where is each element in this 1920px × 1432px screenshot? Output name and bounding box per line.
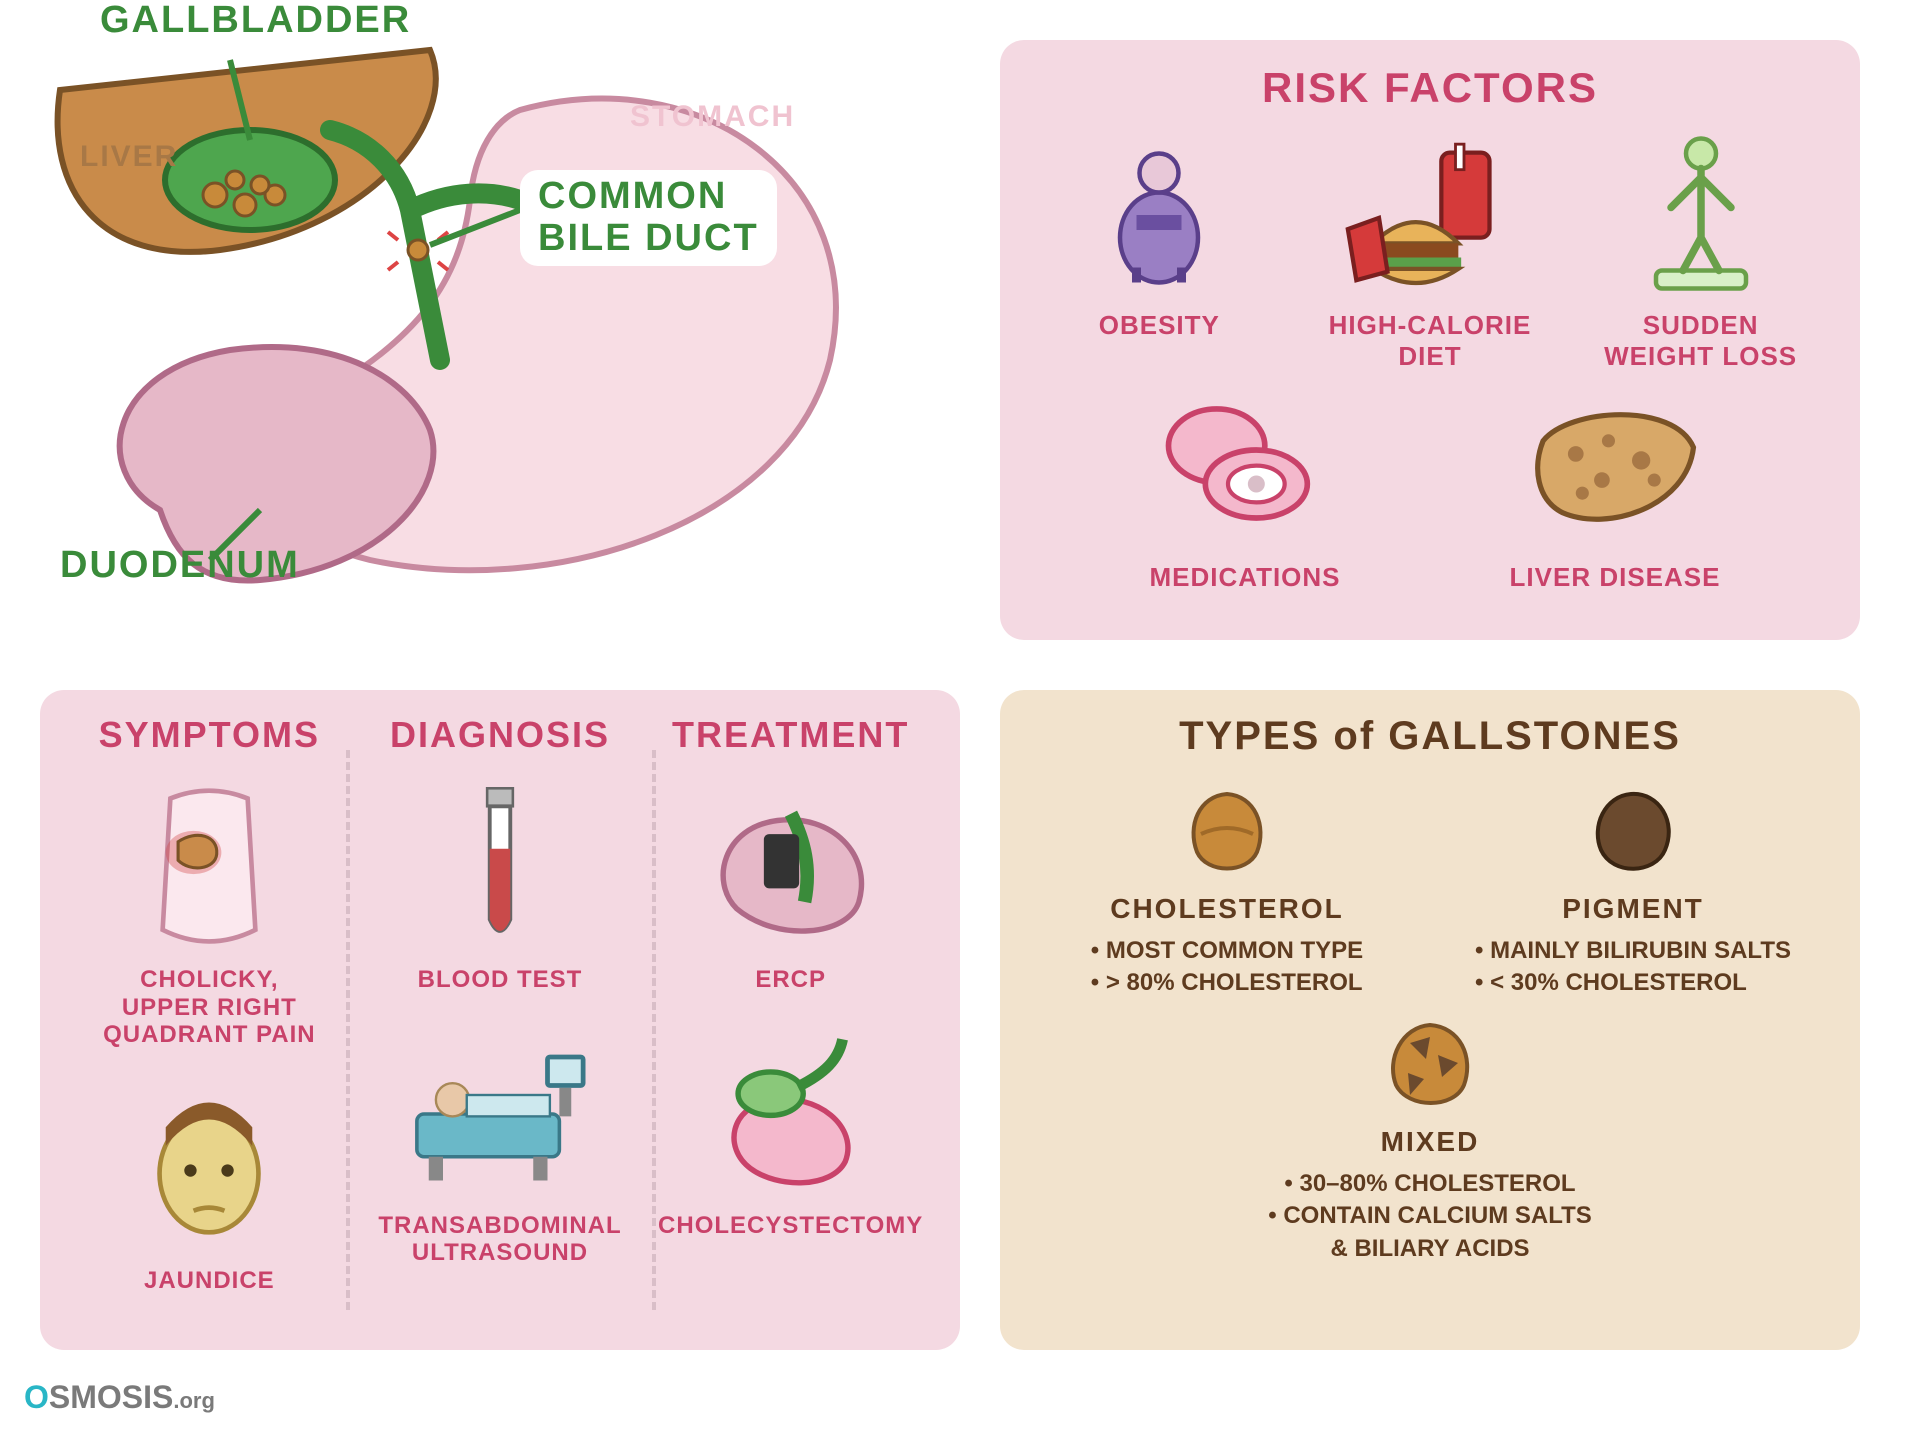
ultrasound-icon <box>405 1024 595 1204</box>
diagnosis-column: DIAGNOSIS BLOOD TEST <box>355 714 646 1326</box>
ercp-icon <box>696 778 886 958</box>
type-pigment-name: PIGMENT <box>1562 893 1704 925</box>
types-title: TYPES of GALLSTONES <box>1024 714 1836 759</box>
symptom-jaundice: JAUNDICE <box>114 1079 304 1295</box>
risk-medications: MEDICATIONS <box>1120 382 1370 593</box>
risk-obesity: OBESITY <box>1034 130 1284 372</box>
diagnosis-ultrasound: TRANSABDOMINALULTRASOUND <box>378 1024 621 1267</box>
risk-diet: HIGH-CALORIEDIET <box>1305 130 1555 372</box>
types-row-2: MIXED • 30–80% CHOLESTEROL • CONTAIN CAL… <box>1024 1010 1836 1265</box>
type-pigment-bullets: • MAINLY BILIRUBIN SALTS • < 30% CHOLEST… <box>1475 935 1791 1000</box>
symptoms-column: SYMPTOMS CHOLICKY,UPPER RIGHTQUADRANT PA… <box>64 714 355 1326</box>
treatment-chole-label: CHOLECYSTECTOMY <box>658 1212 923 1240</box>
risk-obesity-label: OBESITY <box>1099 310 1220 341</box>
type-cholesterol-name: CHOLESTEROL <box>1110 893 1344 925</box>
type-mixed-name: MIXED <box>1381 1126 1480 1158</box>
types-panel: TYPES of GALLSTONES CHOLESTEROL • MOST C… <box>1000 690 1860 1350</box>
risk-weightloss-label: SUDDENWEIGHT LOSS <box>1604 310 1797 372</box>
label-liver: LIVER <box>80 140 178 173</box>
treatment-chole: CHOLECYSTECTOMY <box>658 1024 923 1240</box>
logo-o: O <box>24 1379 49 1415</box>
fastfood-icon <box>1345 130 1515 300</box>
blood-tube-icon <box>405 778 595 958</box>
treatment-column: TREATMENT ERCP <box>645 714 936 1326</box>
symptom-pain: CHOLICKY,UPPER RIGHTQUADRANT PAIN <box>103 778 316 1049</box>
treatment-title: TREATMENT <box>672 714 909 756</box>
risk-medications-label: MEDICATIONS <box>1149 562 1340 593</box>
medications-icon <box>1160 382 1330 552</box>
risk-title: RISK FACTORS <box>1024 64 1836 112</box>
diagnosis-ultrasound-label: TRANSABDOMINALULTRASOUND <box>378 1212 621 1267</box>
logo-suffix: .org <box>173 1388 215 1413</box>
type-mixed: MIXED • 30–80% CHOLESTEROL • CONTAIN CAL… <box>1200 1010 1660 1265</box>
treatment-ercp: ERCP <box>696 778 886 994</box>
risk-diet-label: HIGH-CALORIEDIET <box>1329 310 1532 372</box>
logo-rest: SMOSIS <box>49 1379 173 1415</box>
anatomy-diagram: GALLBLADDER LIVER STOMACH COMMON BILE DU… <box>0 0 900 630</box>
risk-row-1: OBESITY HIGH-CALORIEDIET <box>1024 130 1836 372</box>
torso-pain-icon <box>114 778 304 958</box>
type-pigment: PIGMENT • MAINLY BILIRUBIN SALTS • < 30%… <box>1443 777 1823 1000</box>
sdt-panel: SYMPTOMS CHOLICKY,UPPER RIGHTQUADRANT PA… <box>40 690 960 1350</box>
label-stomach: STOMACH <box>630 100 795 133</box>
jaundice-face-icon <box>114 1079 304 1259</box>
diagnosis-blood: BLOOD TEST <box>405 778 595 994</box>
risk-factors-panel: RISK FACTORS OBESITY <box>1000 40 1860 640</box>
risk-weightloss: SUDDENWEIGHT LOSS <box>1576 130 1826 372</box>
label-gallbladder: GALLBLADDER <box>100 0 411 42</box>
anatomy-svg <box>0 0 900 630</box>
types-row-1: CHOLESTEROL • MOST COMMON TYPE • > 80% C… <box>1024 777 1836 1000</box>
diagnosis-blood-label: BLOOD TEST <box>418 966 583 994</box>
diagnosis-title: DIAGNOSIS <box>390 714 610 756</box>
label-duodenum: DUODENUM <box>60 545 300 587</box>
type-cholesterol: CHOLESTEROL • MOST COMMON TYPE • > 80% C… <box>1037 777 1417 1000</box>
risk-liver-label: LIVER DISEASE <box>1510 562 1721 593</box>
label-common-bile-duct: COMMON BILE DUCT <box>520 170 777 266</box>
cholesterol-stone-icon <box>1172 777 1282 887</box>
type-mixed-bullets: • 30–80% CHOLESTEROL • CONTAIN CALCIUM S… <box>1268 1168 1592 1265</box>
divider-1 <box>346 750 350 1310</box>
cholecystectomy-icon <box>696 1024 886 1204</box>
obesity-icon <box>1074 130 1244 300</box>
pigment-stone-icon <box>1578 777 1688 887</box>
risk-row-2: MEDICATIONS LIVER DISEASE <box>1024 382 1836 593</box>
risk-liver-disease: LIVER DISEASE <box>1490 382 1740 593</box>
treatment-ercp-label: ERCP <box>755 966 826 994</box>
type-cholesterol-bullets: • MOST COMMON TYPE • > 80% CHOLESTEROL <box>1091 935 1363 1000</box>
weightloss-icon <box>1616 130 1786 300</box>
symptom-pain-label: CHOLICKY,UPPER RIGHTQUADRANT PAIN <box>103 966 316 1049</box>
liver-disease-icon <box>1530 382 1700 552</box>
osmosis-logo: OSMOSIS.org <box>24 1379 215 1416</box>
symptom-jaundice-label: JAUNDICE <box>144 1267 275 1295</box>
mixed-stone-icon <box>1375 1010 1485 1120</box>
symptoms-title: SYMPTOMS <box>99 714 320 756</box>
